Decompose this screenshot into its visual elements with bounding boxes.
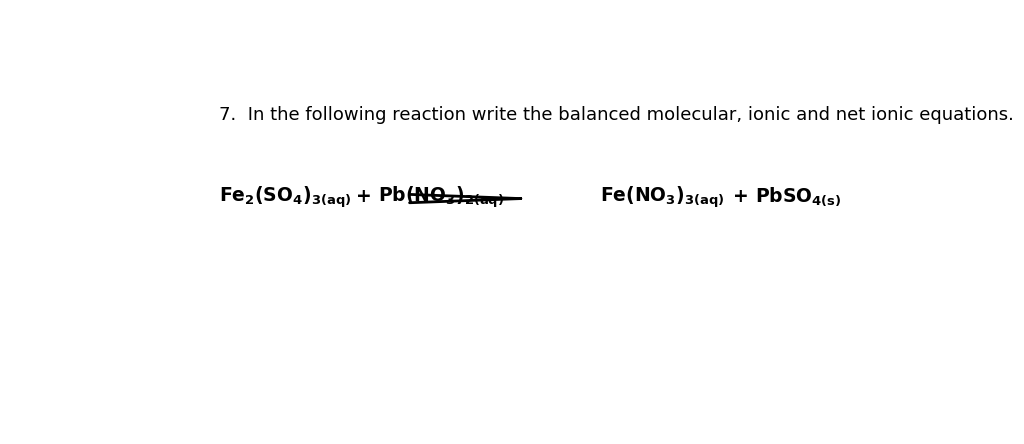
- Text: $\mathbf{Fe_2(SO_4)_{3(aq)}}$: $\mathbf{Fe_2(SO_4)_{3(aq)}}$: [219, 184, 351, 210]
- Text: $\mathbf{Fe(NO_3)_{3(aq)}}$: $\mathbf{Fe(NO_3)_{3(aq)}}$: [600, 184, 725, 210]
- Text: $\mathbf{+}$: $\mathbf{+}$: [355, 187, 371, 206]
- Text: 7.  In the following reaction write the balanced molecular, ionic and net ionic : 7. In the following reaction write the b…: [219, 106, 1014, 124]
- Text: $\mathbf{Pb(NO_3)_{2(aq)}}$: $\mathbf{Pb(NO_3)_{2(aq)}}$: [378, 184, 505, 210]
- Text: $\mathbf{+}$: $\mathbf{+}$: [732, 187, 748, 206]
- Text: $\mathbf{PbSO_{4(s)}}$: $\mathbf{PbSO_{4(s)}}$: [755, 186, 842, 208]
